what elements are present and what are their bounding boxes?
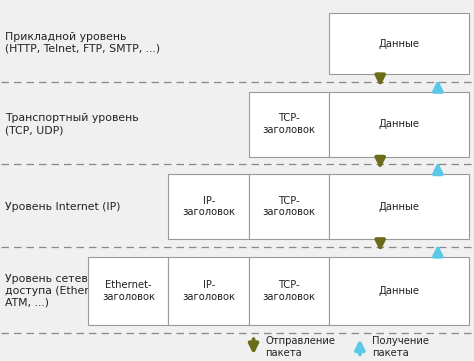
Bar: [329, 92, 469, 157]
Text: Данные: Данные: [378, 202, 419, 212]
Text: Уровень сетевого
доступа (Ethernet, FDDI,
ATM, ...): Уровень сетевого доступа (Ethernet, FDDI…: [5, 274, 144, 308]
Text: Прикладной уровень
(HTTP, Telnet, FTP, SMTP, ...): Прикладной уровень (HTTP, Telnet, FTP, S…: [5, 32, 161, 53]
Bar: [249, 92, 329, 157]
Bar: [88, 257, 168, 325]
Text: Отправление
пакета: Отправление пакета: [265, 336, 336, 358]
Bar: [329, 257, 469, 325]
Text: IP-
заголовок: IP- заголовок: [182, 196, 235, 217]
Text: Получение
пакета: Получение пакета: [372, 336, 428, 358]
Bar: [249, 257, 329, 325]
Bar: [249, 174, 329, 239]
Text: TCP-
заголовок: TCP- заголовок: [263, 196, 316, 217]
Bar: [168, 257, 249, 325]
Text: TCP-
заголовок: TCP- заголовок: [263, 113, 316, 135]
Text: IP-
заголовок: IP- заголовок: [182, 280, 235, 302]
Text: TCP-
заголовок: TCP- заголовок: [263, 280, 316, 302]
Text: Ethernet-
заголовок: Ethernet- заголовок: [102, 280, 155, 302]
Text: Уровень Internet (IP): Уровень Internet (IP): [5, 202, 121, 212]
Bar: [329, 13, 469, 74]
Text: Данные: Данные: [378, 39, 419, 49]
Text: Данные: Данные: [378, 119, 419, 129]
Text: Данные: Данные: [378, 286, 419, 296]
Bar: [168, 174, 249, 239]
Text: Транспортный уровень
(TCP, UDP): Транспортный уровень (TCP, UDP): [5, 113, 139, 135]
Bar: [329, 174, 469, 239]
